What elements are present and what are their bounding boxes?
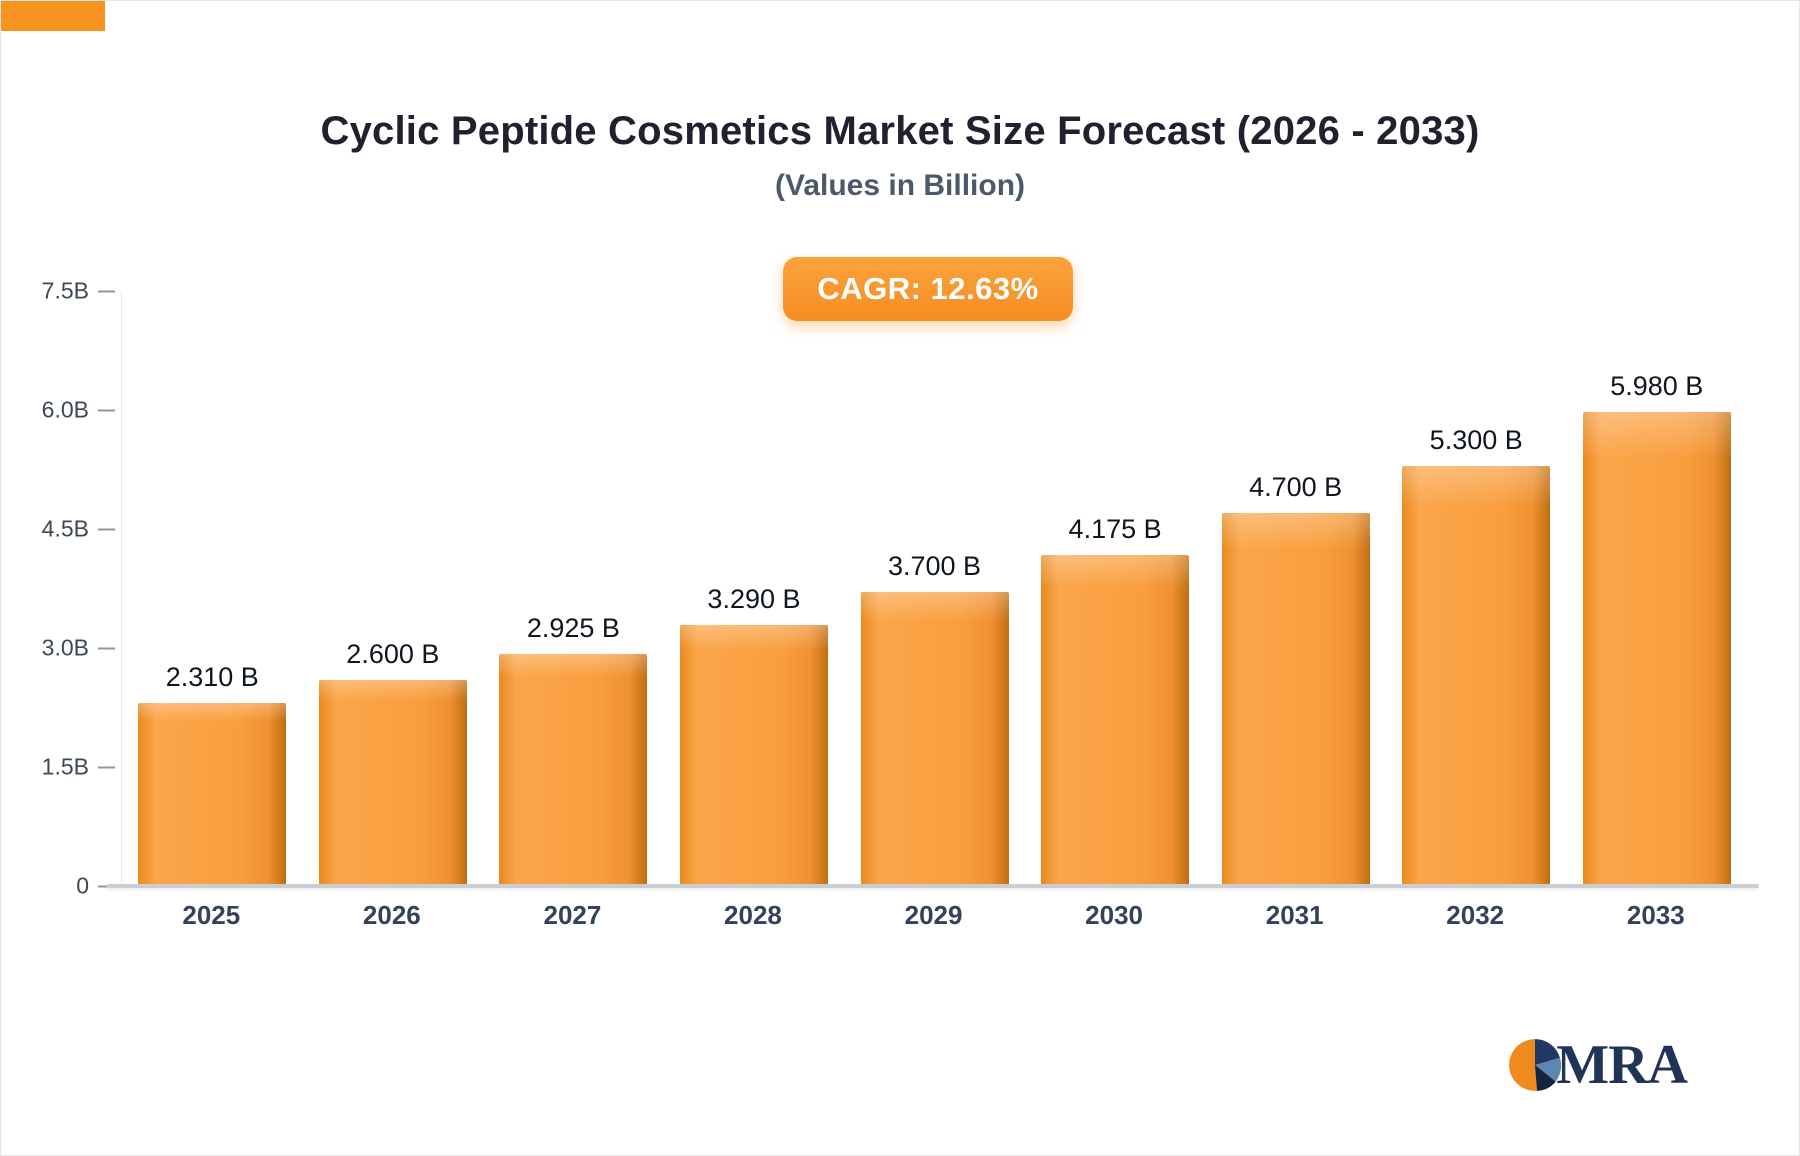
y-axis-tick-label: 1.5B: [41, 753, 89, 780]
y-axis-tick-mark: [98, 409, 115, 411]
y-axis-tick-mark: [98, 885, 115, 887]
bar-2029: 3.700 B: [860, 551, 1009, 886]
corner-accent: [1, 1, 105, 31]
x-axis-labels: 2025 2026 2027 2028 2029 2030 2031 2032 2033: [121, 900, 1746, 931]
y-axis-tick-mark: [98, 528, 115, 530]
bar-group-2028: 3.290 B: [664, 291, 845, 886]
cagr-label: CAGR: 12.63%: [817, 271, 1039, 306]
y-axis-tick: 3.0B: [42, 635, 115, 662]
mra-logo: MRA: [1506, 1033, 1688, 1097]
bar-2033: 5.980 B: [1582, 371, 1731, 886]
bar-2030: 4.175 B: [1041, 514, 1190, 886]
bar-group-2029: 3.700 B: [844, 291, 1025, 886]
y-axis-tick-mark: [98, 290, 115, 292]
chart-title: Cyclic Peptide Cosmetics Market Size For…: [320, 109, 1480, 153]
x-axis-label-2029: 2029: [904, 900, 963, 930]
chart-subtitle: (Values in Billion): [774, 169, 1026, 202]
x-axis-label-2028: 2028: [724, 900, 782, 930]
x-axis-label-2027: 2027: [543, 900, 602, 930]
bar-value-label: 2.310 B: [165, 662, 259, 692]
bar-group-2025: 2.310 B: [122, 291, 303, 886]
bar-group-2026: 2.600 B: [303, 291, 484, 886]
y-axis-tick: 4.5B: [42, 516, 115, 543]
x-axis-label-2025: 2025: [182, 900, 241, 930]
y-axis-tick-mark: [98, 766, 115, 768]
y-axis-tick: 6.0B: [42, 397, 115, 424]
bar-group-2027: 2.925 B: [483, 291, 664, 886]
bar-value-label: 2.925 B: [526, 613, 620, 643]
y-axis: 7.5B 6.0B 4.5B 3.0B 1.5B 0: [1, 278, 121, 899]
mra-logo-text: MRA: [1556, 1034, 1688, 1096]
y-axis-tick-label: 0: [76, 872, 89, 899]
bar-value-label: 5.300 B: [1429, 425, 1523, 455]
bar-value-label: 5.980 B: [1610, 371, 1704, 401]
x-axis-label-2026: 2026: [362, 900, 421, 930]
y-axis-tick-label: 7.5B: [41, 277, 89, 304]
bar-group-2030: 4.175 B: [1025, 291, 1206, 886]
bar-2025: 2.310 B: [138, 662, 287, 886]
bar-2026: 2.600 B: [318, 639, 467, 886]
mra-logo-icon: [1509, 1039, 1562, 1091]
bar-group-2033: 5.980 B: [1567, 291, 1748, 886]
bar-2031: 4.700 B: [1221, 472, 1370, 886]
x-axis-baseline: [107, 884, 1759, 888]
bar-2032: 5.300 B: [1402, 425, 1551, 886]
y-axis-tick: 0: [76, 873, 115, 900]
x-axis-label-2030: 2030: [1085, 900, 1144, 930]
plot-area: 2.310 B 2.600 B 2.925 B 3.290 B 3.700 B 4.175…: [121, 291, 1747, 886]
y-axis-tick: 1.5B: [42, 754, 115, 781]
bar-value-label: 2.600 B: [346, 639, 440, 669]
bar-group-2032: 5.300 B: [1386, 291, 1567, 886]
x-axis-label-2031: 2031: [1265, 900, 1324, 930]
y-axis-tick-label: 6.0B: [41, 396, 89, 423]
bar-value-label: 3.290 B: [707, 584, 801, 614]
bar-value-label: 4.700 B: [1249, 472, 1343, 502]
bar-value-label: 4.175 B: [1068, 514, 1162, 544]
x-axis-label-2033: 2033: [1626, 900, 1685, 930]
y-axis-tick-label: 3.0B: [41, 634, 89, 661]
bar-2028: 3.290 B: [679, 584, 828, 886]
y-axis-tick-mark: [98, 647, 115, 649]
bar-value-label: 3.700 B: [887, 551, 982, 581]
y-axis-tick: 7.5B: [42, 278, 115, 305]
x-axis-label-2032: 2032: [1446, 900, 1505, 930]
bar-group-2031: 4.700 B: [1205, 291, 1386, 886]
cagr-badge: CAGR: 12.63%: [783, 257, 1073, 321]
bar-2027: 2.925 B: [499, 613, 648, 886]
y-axis-tick-label: 4.5B: [41, 515, 89, 542]
